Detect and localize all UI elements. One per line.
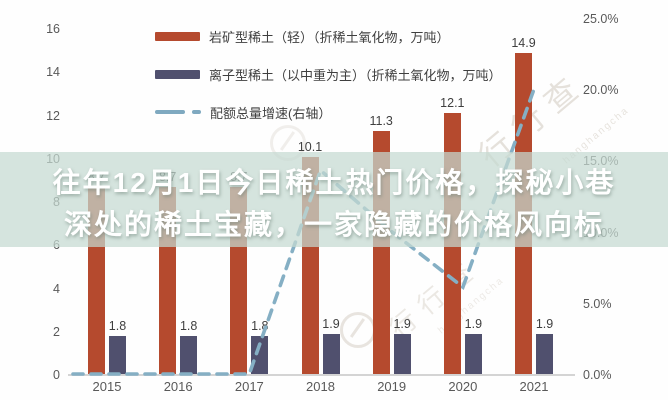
ionic-bar-value-label: 1.9 xyxy=(464,316,483,331)
ionic-bar-value-label: 1.8 xyxy=(108,319,127,334)
legend-item-rock-rare-earth: 岩矿型稀土（轻）（折稀土氧化物，万吨） xyxy=(155,29,450,45)
legend-swatch-rock-bar-icon xyxy=(155,31,200,41)
ionic-rare-earth-bar xyxy=(109,336,126,375)
right-axis-tick-label: 5.0% xyxy=(583,296,612,311)
overlay-title-line-2: 深处的稀土宝藏，一家隐藏的价格风向标 xyxy=(63,209,604,240)
x-axis-year-label: 2021 xyxy=(519,379,549,394)
x-axis-year-label: 2016 xyxy=(163,379,193,394)
legend-label-ionic: 离子型稀土（以中重为主）（折稀土氧化物，万吨） xyxy=(209,67,502,83)
left-axis-tick-label: 4 xyxy=(53,281,60,296)
legend-label-quota-growth: 配额总量增速(右轴） xyxy=(210,105,332,121)
title-overlay-band xyxy=(0,152,668,247)
legend-dashed-line-icon xyxy=(155,110,185,114)
overlay-title-line-1: 往年12月1日今日稀土热门价格，探秘小巷 xyxy=(52,167,616,198)
x-axis-year-label: 2018 xyxy=(306,379,335,394)
x-axis-year-label: 2015 xyxy=(92,379,122,394)
legend-dashed-line-icon xyxy=(192,110,201,114)
left-axis-tick-label: 12 xyxy=(46,108,60,123)
x-axis-line xyxy=(68,374,575,376)
ionic-bar-value-label: 1.8 xyxy=(179,319,198,334)
x-axis-year-label: 2020 xyxy=(448,379,478,394)
ionic-rare-earth-bar xyxy=(251,336,269,375)
ionic-bar-value-label: 1.9 xyxy=(535,316,554,331)
left-axis-tick-label: 14 xyxy=(46,65,60,80)
ionic-bar-value-label: 1.9 xyxy=(393,316,411,331)
legend-item-ionic-rare-earth: 离子型稀土（以中重为主）（折稀土氧化物，万吨） xyxy=(155,67,502,83)
legend-item-quota-growth: 配额总量增速(右轴） xyxy=(155,105,332,121)
ionic-rare-earth-bar xyxy=(393,333,411,375)
ionic-rare-earth-bar xyxy=(180,336,198,375)
ionic-rare-earth-bar xyxy=(464,333,482,375)
left-axis-tick-label: 16 xyxy=(46,22,60,36)
rock-bar-value-label: 14.9 xyxy=(511,35,536,50)
rock-bar-value-label: 11.3 xyxy=(369,113,393,128)
x-axis-year-label: 2017 xyxy=(234,379,264,394)
left-axis-tick-label: 0 xyxy=(53,368,60,382)
right-axis-tick-label: 20.0% xyxy=(583,83,619,98)
rock-bar-value-label: 10.1 xyxy=(297,139,323,154)
rock-bar-value-label: 12.1 xyxy=(440,96,465,111)
legend-swatch-ionic-bar-icon xyxy=(155,69,200,79)
right-axis-tick-label: 25.0% xyxy=(583,12,619,26)
legend-label-rock: 岩矿型稀土（轻）（折稀土氧化物，万吨） xyxy=(209,29,450,45)
left-axis-tick-label: 2 xyxy=(53,324,60,339)
right-axis-tick-label: 0.0% xyxy=(583,368,612,382)
x-axis-year-label: 2019 xyxy=(377,379,407,394)
ionic-bar-value-label: 1.9 xyxy=(322,316,340,331)
ionic-rare-earth-bar xyxy=(322,333,340,375)
ionic-rare-earth-bar xyxy=(536,333,554,375)
